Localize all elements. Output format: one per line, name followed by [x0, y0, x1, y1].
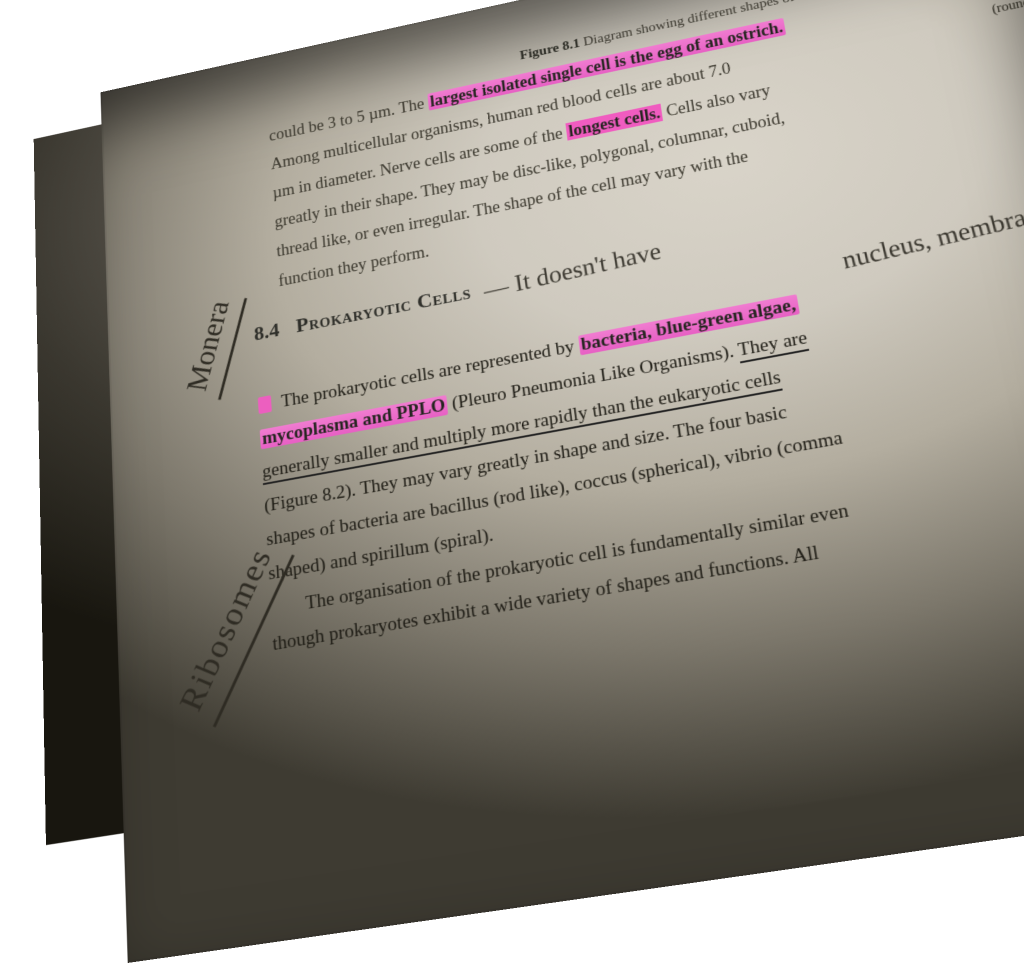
- photo-viewport: A tracheid (elongated) Mesophyll cell (r…: [34, 0, 1024, 845]
- margin-note-monera: Monera: [174, 299, 241, 394]
- label-mesophyll-sub: (round and ov: [991, 0, 1024, 17]
- underline-they-are: They are: [737, 327, 809, 363]
- textbook-page: A tracheid (elongated) Mesophyll cell (r…: [100, 0, 1024, 963]
- figure-number: Figure 8.1: [519, 37, 581, 63]
- margin-note-ribosomes: Ribosomes: [167, 541, 286, 719]
- section-number: 8.4: [253, 317, 280, 344]
- highlight-bar-icon: [258, 395, 272, 414]
